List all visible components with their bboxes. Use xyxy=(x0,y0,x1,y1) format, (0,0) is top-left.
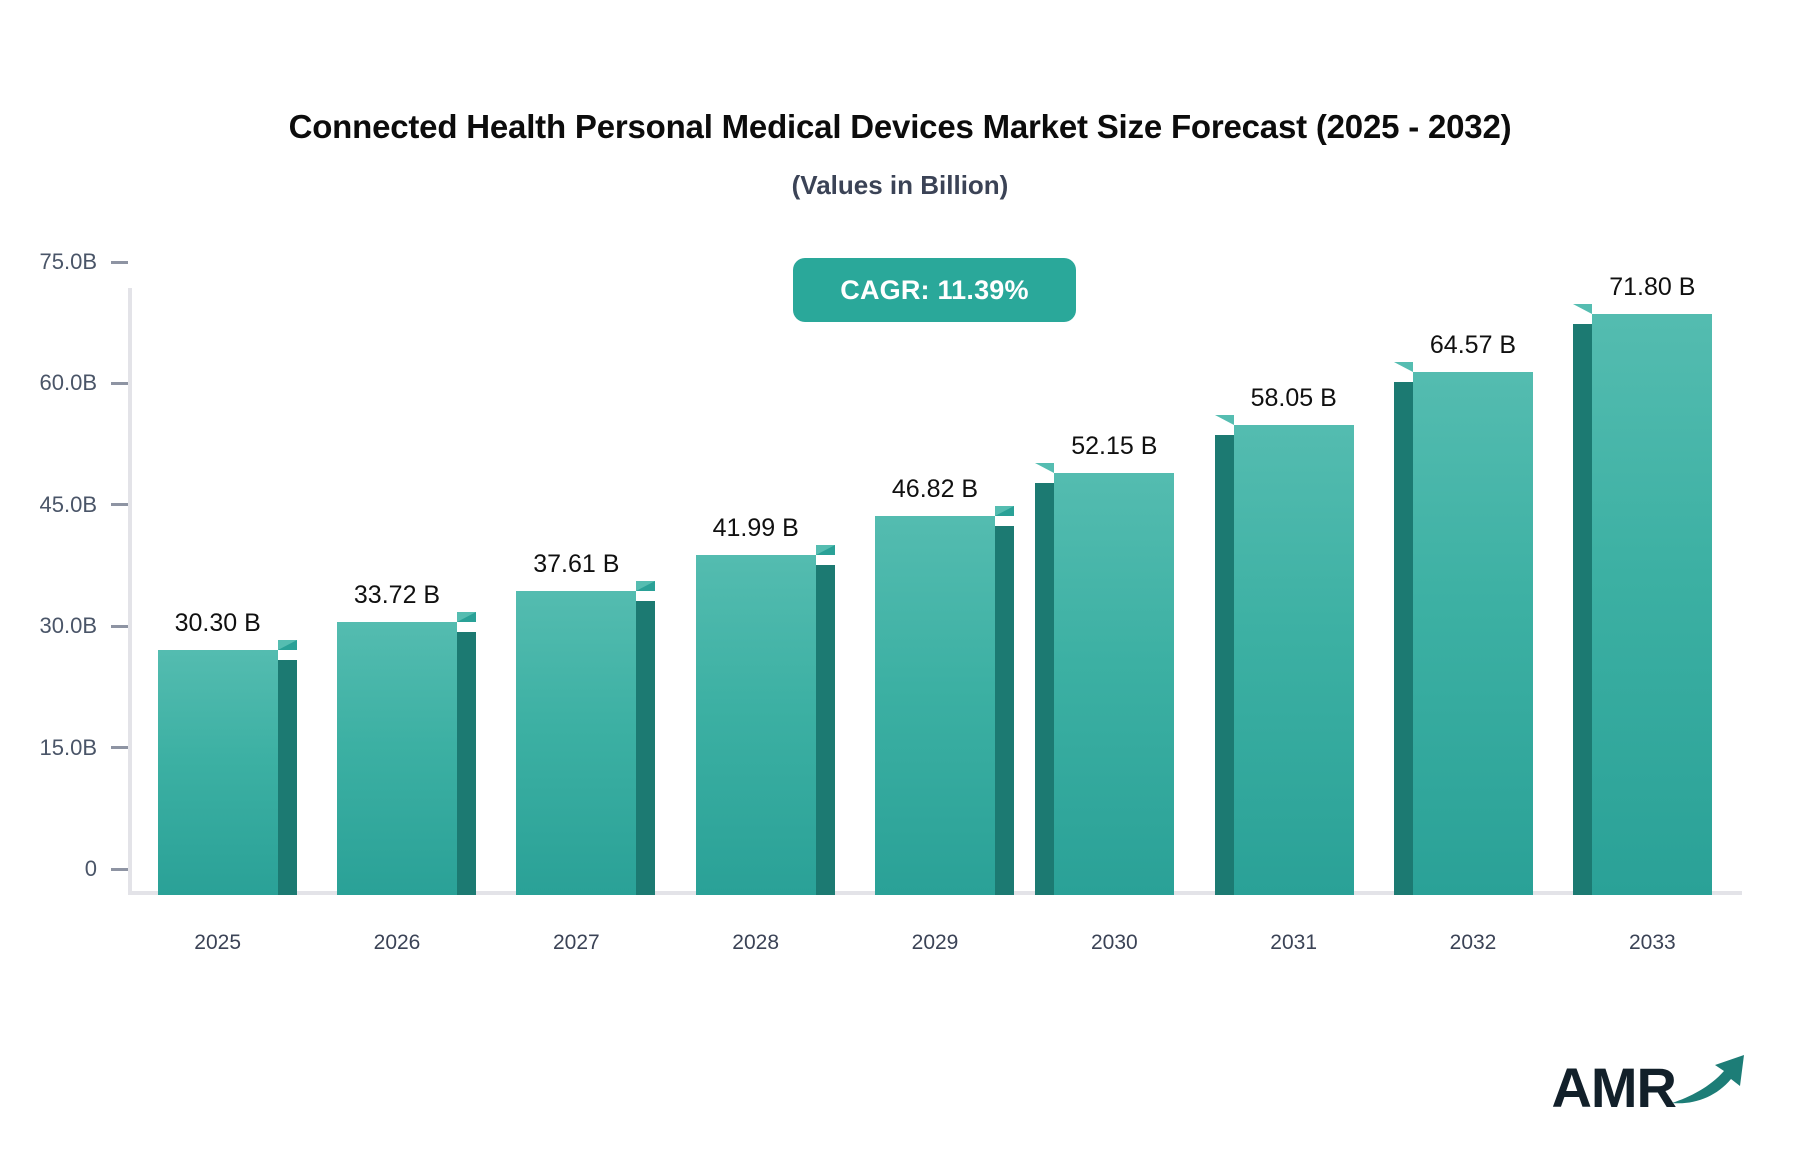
chart-subtitle: (Values in Billion) xyxy=(791,170,1009,200)
bar-2033[interactable]: 71.80 B 2033 xyxy=(1573,273,1713,954)
bar-side-face xyxy=(636,600,656,895)
y-axis-tick-label: 60.0B xyxy=(39,370,98,396)
page-title: Connected Health Personal Medical Device… xyxy=(288,108,1512,145)
y-axis-tick-label: 75.0B xyxy=(39,249,98,274)
x-axis-label: 2027 xyxy=(552,931,600,954)
plot-area: 0 15.0B 30.0B 45.0B 60.0B 75.0B 30.30 B 2025 33… xyxy=(40,249,1742,954)
bar-2032[interactable]: 64.57 B 2032 xyxy=(1394,331,1533,954)
y-axis-tick-mark xyxy=(111,381,128,385)
y-axis-tick: 60.0B xyxy=(39,370,128,396)
bar-top-face xyxy=(1214,415,1234,426)
bar-top-face xyxy=(636,580,656,591)
bar-front-face xyxy=(1413,372,1533,895)
bar-2026[interactable]: 33.72 B 2026 xyxy=(337,581,476,954)
bar-value-label: 46.82 B xyxy=(891,475,979,504)
bar-front-face xyxy=(695,555,816,895)
x-axis-label: 2029 xyxy=(911,931,959,954)
growth-arrow-icon xyxy=(1670,1051,1748,1114)
bar-value-label: 52.15 B xyxy=(1071,431,1158,460)
bar-front-face xyxy=(157,649,278,895)
y-axis-tick: 15.0B xyxy=(39,734,128,761)
x-axis-label: 2026 xyxy=(373,931,421,954)
amr-logo-text: AMR xyxy=(1551,1056,1677,1119)
bar-top-face xyxy=(1573,303,1593,314)
bar-value-label: 58.05 B xyxy=(1250,384,1337,413)
x-axis-label: 2028 xyxy=(732,931,780,954)
bar-side-face xyxy=(1573,323,1593,895)
y-axis-tick-mark xyxy=(111,503,128,507)
bar-side-face xyxy=(457,632,476,895)
y-axis-tick: 45.0B xyxy=(39,491,128,518)
bar-value-label: 33.72 B xyxy=(353,581,441,610)
bar-side-face xyxy=(1214,435,1234,895)
bar-front-face xyxy=(875,516,995,895)
bar-side-face xyxy=(995,526,1014,895)
x-axis-label: 2025 xyxy=(194,931,242,954)
bar-top-face xyxy=(457,612,476,623)
bar-2027[interactable]: 37.61 B 2027 xyxy=(516,550,656,954)
y-axis-tick-label: 0 xyxy=(84,856,97,881)
x-axis-label: 2033 xyxy=(1628,931,1676,954)
y-axis-tick: 30.0B xyxy=(39,613,128,639)
x-axis-label: 2031 xyxy=(1270,931,1318,954)
bar-2028[interactable]: 41.99 B 2028 xyxy=(695,514,835,954)
y-axis-line xyxy=(128,288,132,895)
bar-top-face xyxy=(277,639,297,650)
bar-front-face xyxy=(516,590,637,895)
bar-side-face xyxy=(815,565,835,895)
y-axis-tick-mark xyxy=(111,867,128,871)
y-axis-tick: 75.0B xyxy=(39,249,128,275)
bar-value-label: 41.99 B xyxy=(712,514,799,543)
bar-2031[interactable]: 58.05 B 2031 xyxy=(1214,384,1354,954)
bar-side-face xyxy=(1394,382,1413,895)
cagr-badge: CAGR: 11.39% xyxy=(793,258,1076,322)
y-axis-tick-label: 15.0B xyxy=(39,734,98,760)
bar-front-face xyxy=(1054,472,1175,895)
bar-2029[interactable]: 46.82 B 2029 xyxy=(875,475,1014,954)
cagr-badge-label: CAGR: 11.39% xyxy=(840,274,1029,305)
y-axis-tick-mark xyxy=(111,260,128,264)
bar-top-face xyxy=(1035,462,1055,473)
bar-value-label: 30.30 B xyxy=(174,608,261,637)
bar-2025[interactable]: 30.30 B 2025 xyxy=(157,609,297,954)
bar-value-label: 71.80 B xyxy=(1609,272,1696,301)
bar-side-face xyxy=(277,659,297,895)
bar-2030[interactable]: 52.15 B 2030 xyxy=(1035,432,1175,954)
y-axis-tick-label: 45.0B xyxy=(39,491,98,517)
bar-front-face xyxy=(337,622,457,895)
x-axis-label: 2032 xyxy=(1449,931,1497,954)
y-axis-tick-mark xyxy=(111,624,128,628)
y-axis-tick-label: 30.0B xyxy=(39,613,98,639)
y-axis-tick: 0 xyxy=(85,856,128,882)
bar-front-face xyxy=(1233,425,1354,895)
bar-side-face xyxy=(1035,482,1055,895)
bar-front-face xyxy=(1592,313,1713,895)
y-axis-tick-mark xyxy=(111,746,128,750)
amr-logo: AMR xyxy=(1551,1051,1748,1116)
bar-top-face xyxy=(1394,362,1413,373)
bar-value-label: 37.61 B xyxy=(533,549,620,578)
x-axis-label: 2030 xyxy=(1090,931,1138,954)
bar-top-face xyxy=(815,545,835,556)
bar-value-label: 64.57 B xyxy=(1429,331,1517,360)
bar-top-face xyxy=(995,506,1014,517)
